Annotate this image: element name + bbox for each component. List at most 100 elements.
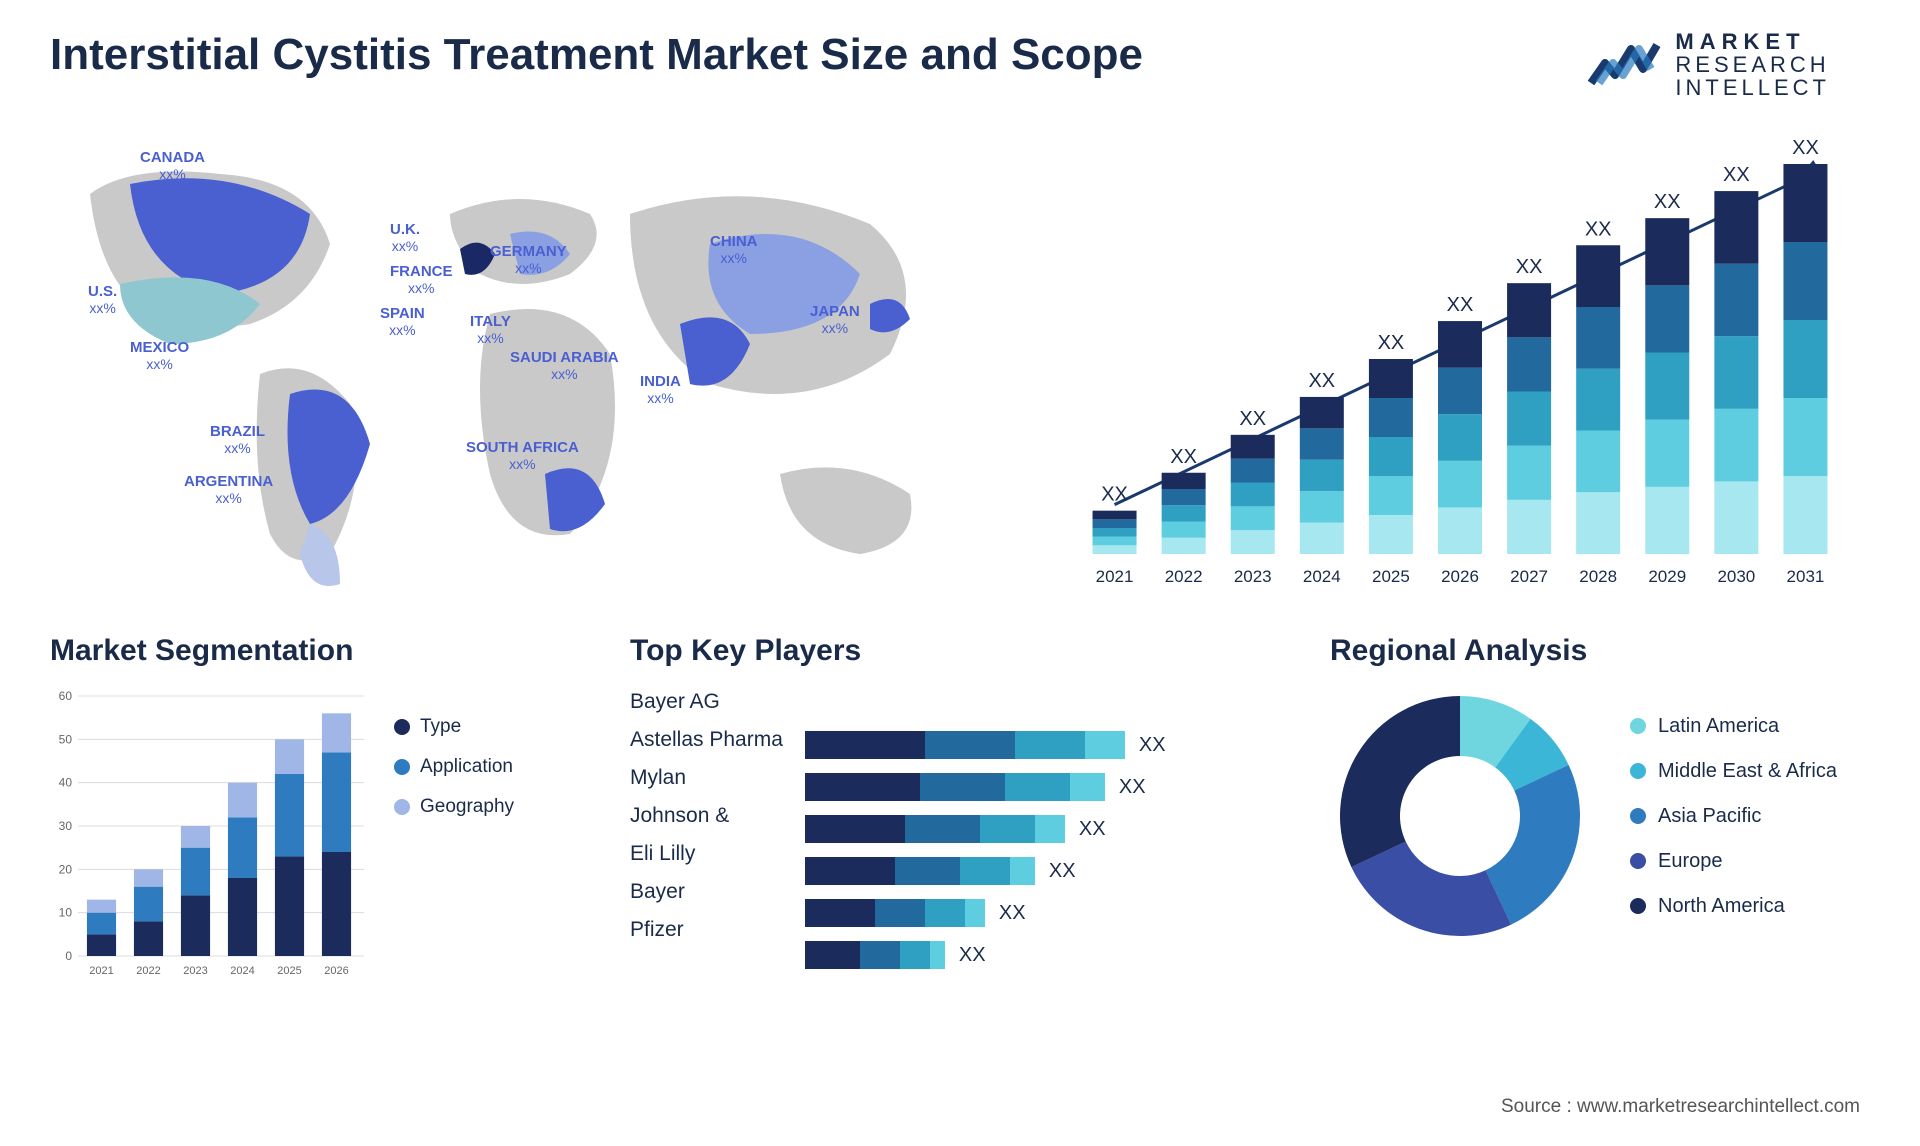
growth-year-label: 2031 (1787, 567, 1825, 586)
brand-logo-icon (1585, 35, 1663, 95)
player-bar-segment (1015, 731, 1085, 759)
player-bar-segment (805, 773, 920, 801)
growth-bar-value: XX (1101, 484, 1128, 506)
legend-swatch (1630, 718, 1646, 734)
player-name: Johnson & (630, 804, 783, 828)
seg-year-label: 2021 (89, 965, 113, 977)
growth-bar-value: XX (1792, 137, 1819, 159)
player-bar-row: XX (805, 899, 1270, 927)
player-name: Astellas Pharma (630, 728, 783, 752)
map-label: GERMANYxx% (490, 244, 567, 276)
player-bar (805, 731, 1125, 759)
growth-bar-value: XX (1585, 219, 1612, 241)
player-bar-segment (925, 731, 1015, 759)
seg-year-label: 2026 (324, 965, 348, 977)
map-label: JAPANxx% (810, 304, 860, 336)
seg-y-tick: 0 (65, 949, 72, 963)
growth-year-label: 2025 (1372, 567, 1410, 586)
player-bar-label: XX (1079, 818, 1106, 841)
map-label: BRAZILxx% (210, 424, 265, 456)
player-bar-row: XX (805, 773, 1270, 801)
map-label: U.K.xx% (390, 222, 420, 254)
seg-y-tick: 50 (59, 733, 73, 747)
growth-year-label: 2021 (1096, 567, 1134, 586)
segmentation-panel: Market Segmentation 01020304050602021202… (50, 634, 570, 991)
map-country-name: U.K. (390, 221, 420, 238)
player-bar-label: XX (1049, 860, 1076, 883)
seg-legend-label: Type (420, 716, 461, 738)
logo-line-1: MARKET (1675, 30, 1830, 53)
player-bar-label: XX (1119, 776, 1146, 799)
player-bar-row: XX (805, 941, 1270, 969)
region-legend-item: North America (1630, 895, 1837, 918)
growth-bar-value: XX (1308, 370, 1335, 392)
map-country-name: JAPAN (810, 303, 860, 320)
map-label: SPAINxx% (380, 306, 425, 338)
map-label: SAUDI ARABIAxx% (510, 350, 619, 382)
player-bar-segment (980, 815, 1035, 843)
segmentation-legend: Type Application Geography (394, 686, 514, 991)
player-bar-segment (925, 899, 965, 927)
growth-chart-svg: XX2021XX2022XX2023XX2024XX2025XX2026XX20… (1040, 124, 1860, 604)
player-bar-row: XX (805, 815, 1270, 843)
seg-legend-item: Application (394, 756, 514, 778)
player-bar-segment (1035, 815, 1065, 843)
player-name: Bayer (630, 880, 783, 904)
player-bar-segment (860, 941, 900, 969)
region-panel: Regional Analysis Latin AmericaMiddle Ea… (1330, 634, 1870, 991)
seg-y-tick: 20 (59, 863, 73, 877)
player-bar-label: XX (959, 944, 986, 967)
player-bar-segment (1010, 857, 1035, 885)
legend-swatch (394, 719, 410, 735)
player-name: Mylan (630, 766, 783, 790)
player-bar (805, 773, 1105, 801)
seg-year-label: 2023 (183, 965, 207, 977)
player-bar-segment (895, 857, 960, 885)
growth-bar-value: XX (1516, 256, 1543, 278)
map-country-name: CANADA (140, 149, 205, 166)
growth-bar-value: XX (1378, 332, 1405, 354)
player-bar-row: XX (805, 857, 1270, 885)
player-bar-segment (1085, 731, 1125, 759)
page-title: Interstitial Cystitis Treatment Market S… (50, 30, 1143, 80)
growth-year-label: 2023 (1234, 567, 1272, 586)
seg-legend-item: Geography (394, 796, 514, 818)
map-label: ARGENTINAxx% (184, 474, 273, 506)
seg-year-label: 2022 (136, 965, 160, 977)
legend-swatch (394, 759, 410, 775)
region-legend-label: Asia Pacific (1658, 805, 1761, 828)
map-country-pct: xx% (470, 331, 511, 346)
map-label: CANADAxx% (140, 150, 205, 182)
seg-y-tick: 10 (59, 906, 73, 920)
map-country-pct: xx% (88, 301, 117, 316)
player-bar-segment (805, 899, 875, 927)
players-bars: XXXXXXXXXXXX (805, 686, 1270, 969)
map-country-pct: xx% (140, 167, 205, 182)
world-map: CANADAxx%U.S.xx%MEXICOxx%BRAZILxx%ARGENT… (50, 124, 1010, 604)
map-country-name: MEXICO (130, 339, 189, 356)
player-bar (805, 899, 985, 927)
legend-swatch (1630, 763, 1646, 779)
map-country-pct: xx% (466, 457, 579, 472)
player-bar-segment (805, 857, 895, 885)
legend-swatch (1630, 853, 1646, 869)
region-legend-item: Europe (1630, 850, 1837, 873)
map-country-pct: xx% (710, 251, 758, 266)
seg-y-tick: 60 (59, 689, 73, 703)
map-label: MEXICOxx% (130, 340, 189, 372)
segmentation-chart-svg: 0102030405060202120222023202420252026 (50, 686, 370, 986)
seg-year-label: 2025 (277, 965, 301, 977)
legend-swatch (1630, 898, 1646, 914)
map-country-name: FRANCE (390, 263, 453, 280)
player-bar-segment (805, 731, 925, 759)
growth-year-label: 2027 (1510, 567, 1548, 586)
player-bar-label: XX (999, 902, 1026, 925)
source-label: Source : www.marketresearchintellect.com (1501, 1096, 1860, 1118)
growth-year-label: 2029 (1648, 567, 1686, 586)
growth-year-label: 2028 (1579, 567, 1617, 586)
region-legend-item: Asia Pacific (1630, 805, 1837, 828)
map-label: U.S.xx% (88, 284, 117, 316)
bottom-row: Market Segmentation 01020304050602021202… (50, 634, 1870, 991)
growth-bar-value: XX (1170, 446, 1197, 468)
map-country-name: SAUDI ARABIA (510, 349, 619, 366)
